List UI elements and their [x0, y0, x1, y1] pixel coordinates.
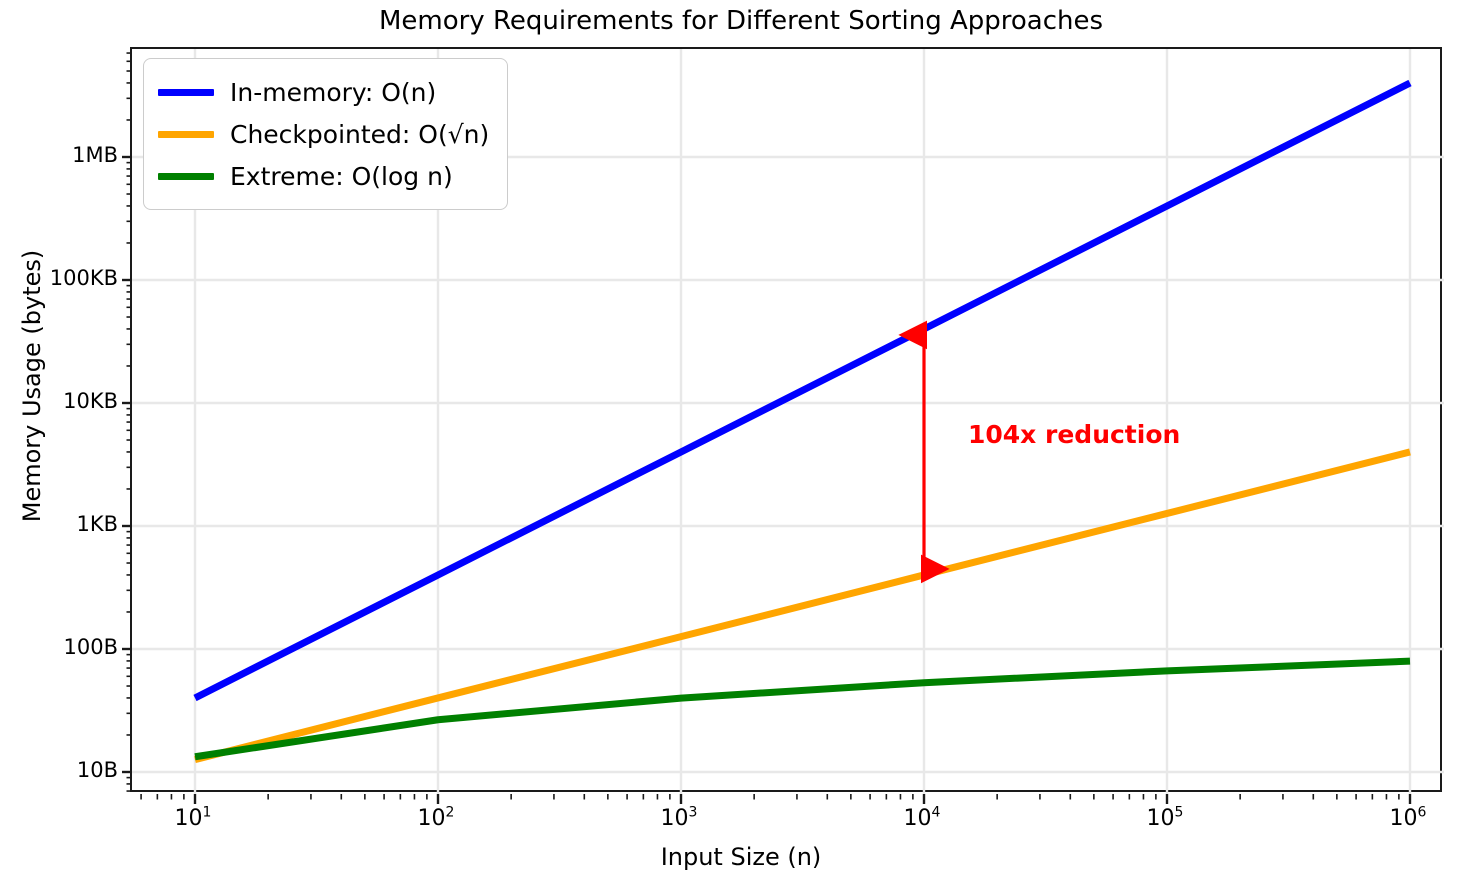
series-line-0 [193, 79, 1412, 702]
x-tick-10e3: 103 [661, 806, 698, 831]
x-tick-base: 10 [660, 806, 689, 831]
y-tick-100kb: 100KB [49, 266, 118, 290]
y-tick-100b: 100B [63, 635, 119, 659]
x-tick-base: 10 [903, 806, 932, 831]
legend-swatch-blue [158, 88, 214, 96]
legend-swatch-orange [158, 130, 214, 138]
x-axis-label: Input Size (n) [660, 843, 822, 871]
legend-item-checkpointed: Checkpointed: O(√n) [158, 113, 489, 155]
axis-ticks [122, 52, 1412, 804]
x-tick-10e4: 104 [904, 806, 941, 831]
legend-label-extreme: Extreme: O(log n) [230, 161, 453, 191]
y-tick-1mb: 1MB [72, 143, 118, 167]
y-axis-tick-labels: 1MB 100KB 10KB 1KB 100B 10B [0, 0, 118, 878]
y-tick-10b: 10B [76, 758, 118, 782]
series-line-2 [194, 657, 1411, 761]
y-axis-label: Memory Usage (bytes) [18, 249, 46, 523]
y-tick-1kb: 1KB [76, 512, 118, 536]
x-tick-10e2: 102 [418, 806, 455, 831]
x-tick-exponent: 5 [1174, 804, 1184, 821]
legend-item-extreme: Extreme: O(log n) [158, 155, 489, 197]
annotation-arrow [898, 320, 950, 584]
series-line-1 [194, 448, 1411, 764]
legend-swatch-green [158, 172, 214, 180]
chart-legend: In-memory: O(n) Checkpointed: O(√n) Extr… [143, 58, 509, 210]
x-tick-base: 10 [1146, 806, 1175, 831]
grid-lines [132, 49, 1444, 794]
annotation-text-reduction: 104x reduction [968, 420, 1181, 449]
x-tick-exponent: 1 [202, 804, 212, 821]
legend-item-in-memory: In-memory: O(n) [158, 71, 489, 113]
x-tick-exponent: 4 [931, 804, 941, 821]
data-series-layer [193, 79, 1412, 764]
legend-label-checkpointed: Checkpointed: O(√n) [230, 119, 490, 149]
x-tick-base: 10 [417, 806, 446, 831]
x-tick-exponent: 3 [688, 804, 698, 821]
chart-title: Memory Requirements for Different Sortin… [378, 6, 1104, 36]
x-tick-exponent: 2 [445, 804, 455, 821]
x-tick-base: 10 [174, 806, 203, 831]
x-tick-10e5: 105 [1147, 806, 1184, 831]
legend-label-in-memory: In-memory: O(n) [230, 77, 437, 107]
x-tick-10e6: 106 [1390, 806, 1427, 831]
x-tick-10e1: 101 [175, 806, 212, 831]
x-tick-exponent: 6 [1417, 804, 1427, 821]
x-tick-base: 10 [1389, 806, 1418, 831]
x-axis-tick-labels: 101 102 103 104 105 106 [0, 806, 1482, 846]
y-tick-10kb: 10KB [63, 389, 118, 413]
